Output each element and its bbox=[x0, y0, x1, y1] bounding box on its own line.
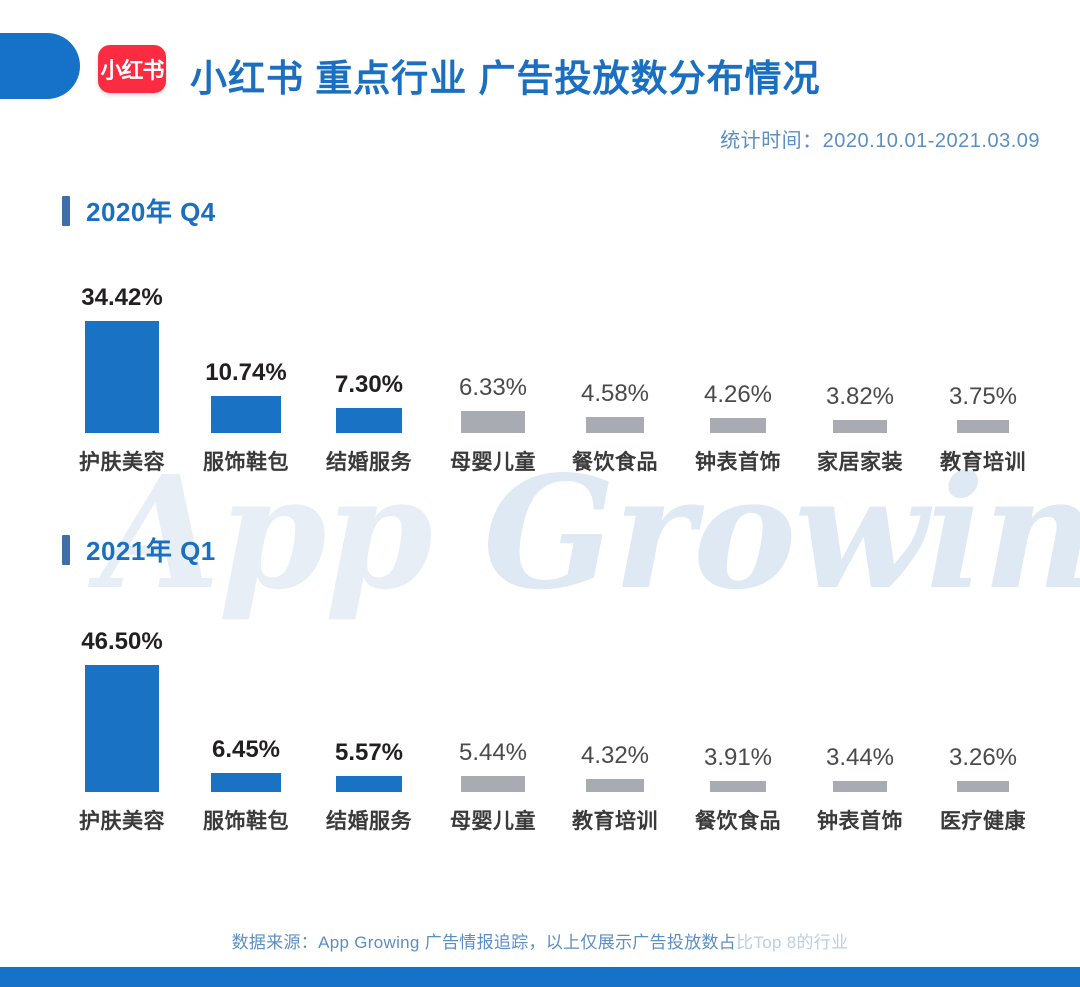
bar-value-label: 7.30% bbox=[334, 371, 404, 398]
blue-pill-decoration-icon bbox=[0, 33, 80, 99]
bar-rect bbox=[710, 418, 766, 433]
chart-q1-columns: 46.50% 护肤美容 6.45% 服饰鞋包 5.57% 结婚服务 5.44% 母婴儿童 4.3… bbox=[62, 630, 1026, 835]
bar-column-q1-2: 6.45% 服饰鞋包 bbox=[203, 630, 289, 835]
chart-q4: 34.42% 护肤美容 10.74% 服饰鞋包 7.30% 结婚服务 6.33% 母婴儿童 4.… bbox=[62, 286, 1026, 476]
watermark-text-app: App bbox=[100, 441, 483, 624]
app-growing-watermark: App Growing bbox=[100, 448, 1080, 618]
bar-category-label: 护肤美容 bbox=[79, 451, 165, 474]
bar-value-label: 10.74% bbox=[205, 359, 287, 386]
bar-rect bbox=[85, 665, 159, 792]
bar-column-q4-3: 7.30% 结婚服务 bbox=[326, 286, 412, 476]
bar-column-q1-1: 46.50% 护肤美容 bbox=[79, 630, 165, 835]
bar-rect bbox=[336, 776, 402, 792]
bar-value-label: 4.32% bbox=[580, 742, 650, 769]
bar-rect bbox=[710, 781, 766, 792]
bar-category-label: 餐饮食品 bbox=[695, 810, 781, 833]
bar-rect bbox=[833, 781, 887, 792]
bar-column-q1-5: 4.32% 教育培训 bbox=[572, 630, 658, 835]
bar-column-q1-6: 3.91% 餐饮食品 bbox=[695, 630, 781, 835]
bar-value-label: 3.44% bbox=[825, 744, 895, 771]
bar-value-label: 3.26% bbox=[948, 744, 1018, 771]
bar-value-label: 4.58% bbox=[580, 380, 650, 407]
xiaohongshu-logo-icon: 小红书 bbox=[98, 45, 166, 93]
bar-rect bbox=[957, 420, 1009, 433]
watermark-text-growing: Growing bbox=[482, 441, 1080, 624]
bar-category-label: 结婚服务 bbox=[326, 810, 412, 833]
bar-value-label: 5.44% bbox=[458, 739, 528, 766]
bar-column-q4-4: 6.33% 母婴儿童 bbox=[450, 286, 536, 476]
bar-category-label: 家居家装 bbox=[817, 451, 903, 474]
bar-column-q4-8: 3.75% 教育培训 bbox=[940, 286, 1026, 476]
page-title: 小红书 重点行业 广告投放数分布情况 bbox=[190, 58, 821, 99]
bar-column-q1-7: 3.44% 钟表首饰 bbox=[817, 630, 903, 835]
bar-column-q1-4: 5.44% 母婴儿童 bbox=[450, 630, 536, 835]
bar-category-label: 服饰鞋包 bbox=[203, 810, 289, 833]
bar-column-q4-5: 4.58% 餐饮食品 bbox=[572, 286, 658, 476]
bar-category-label: 教育培训 bbox=[572, 810, 658, 833]
bar-value-label: 46.50% bbox=[81, 628, 163, 655]
bar-rect bbox=[211, 396, 281, 433]
bar-rect bbox=[833, 420, 887, 433]
bar-column-q4-6: 4.26% 钟表首饰 bbox=[695, 286, 781, 476]
bar-category-label: 医疗健康 bbox=[940, 810, 1026, 833]
footer-accent-bar bbox=[0, 967, 1080, 987]
section-header-q4: 2020年 Q4 bbox=[62, 192, 216, 229]
bar-rect bbox=[85, 321, 159, 433]
bar-column-q1-8: 3.26% 医疗健康 bbox=[940, 630, 1026, 835]
bar-column-q4-1: 34.42% 护肤美容 bbox=[79, 286, 165, 476]
bar-column-q1-3: 5.57% 结婚服务 bbox=[326, 630, 412, 835]
bar-value-label: 34.42% bbox=[81, 284, 163, 311]
stat-period-label: 统计时间：2020.10.01-2021.03.09 bbox=[720, 130, 1040, 152]
footer-source-note: 数据来源：App Growing 广告情报追踪，以上仅展示广告投放数占比Top … bbox=[0, 928, 1080, 953]
section-title-q4: 2020年 Q4 bbox=[86, 197, 216, 227]
chart-q4-columns: 34.42% 护肤美容 10.74% 服饰鞋包 7.30% 结婚服务 6.33% 母婴儿童 4.… bbox=[62, 286, 1026, 476]
bar-column-q4-7: 3.82% 家居家装 bbox=[817, 286, 903, 476]
section-title-q1: 2021年 Q1 bbox=[86, 536, 216, 566]
bar-rect bbox=[211, 773, 281, 792]
footer-source-note-faded: 比Top 8的行业 bbox=[736, 933, 849, 952]
bar-rect bbox=[461, 776, 525, 792]
bar-category-label: 母婴儿童 bbox=[450, 810, 536, 833]
bar-category-label: 服饰鞋包 bbox=[203, 451, 289, 474]
bar-category-label: 护肤美容 bbox=[79, 810, 165, 833]
bar-rect bbox=[461, 411, 525, 433]
bar-category-label: 结婚服务 bbox=[326, 451, 412, 474]
bar-rect bbox=[586, 417, 644, 433]
bar-value-label: 3.91% bbox=[703, 744, 773, 771]
xiaohongshu-logo-label: 小红书 bbox=[100, 59, 164, 84]
bar-value-label: 5.57% bbox=[334, 739, 404, 766]
chart-q1: 46.50% 护肤美容 6.45% 服饰鞋包 5.57% 结婚服务 5.44% 母婴儿童 4.3… bbox=[62, 630, 1026, 835]
bar-rect bbox=[586, 779, 644, 792]
bar-category-label: 钟表首饰 bbox=[817, 810, 903, 833]
bar-category-label: 餐饮食品 bbox=[572, 451, 658, 474]
section-accent-bar-icon bbox=[62, 195, 70, 226]
bar-column-q4-2: 10.74% 服饰鞋包 bbox=[203, 286, 289, 476]
bar-category-label: 钟表首饰 bbox=[695, 451, 781, 474]
bar-value-label: 6.45% bbox=[211, 736, 281, 763]
bar-rect bbox=[957, 781, 1009, 792]
bar-value-label: 3.75% bbox=[948, 383, 1018, 410]
section-header-q1: 2021年 Q1 bbox=[62, 531, 216, 568]
bar-value-label: 3.82% bbox=[825, 383, 895, 410]
bar-value-label: 4.26% bbox=[703, 381, 773, 408]
section-accent-bar-icon bbox=[62, 534, 70, 565]
bar-category-label: 母婴儿童 bbox=[450, 451, 536, 474]
footer-source-note-main: 数据来源：App Growing 广告情报追踪，以上仅展示广告投放数占 bbox=[231, 933, 737, 952]
bar-value-label: 6.33% bbox=[458, 374, 528, 401]
bar-rect bbox=[336, 408, 402, 433]
bar-category-label: 教育培训 bbox=[940, 451, 1026, 474]
